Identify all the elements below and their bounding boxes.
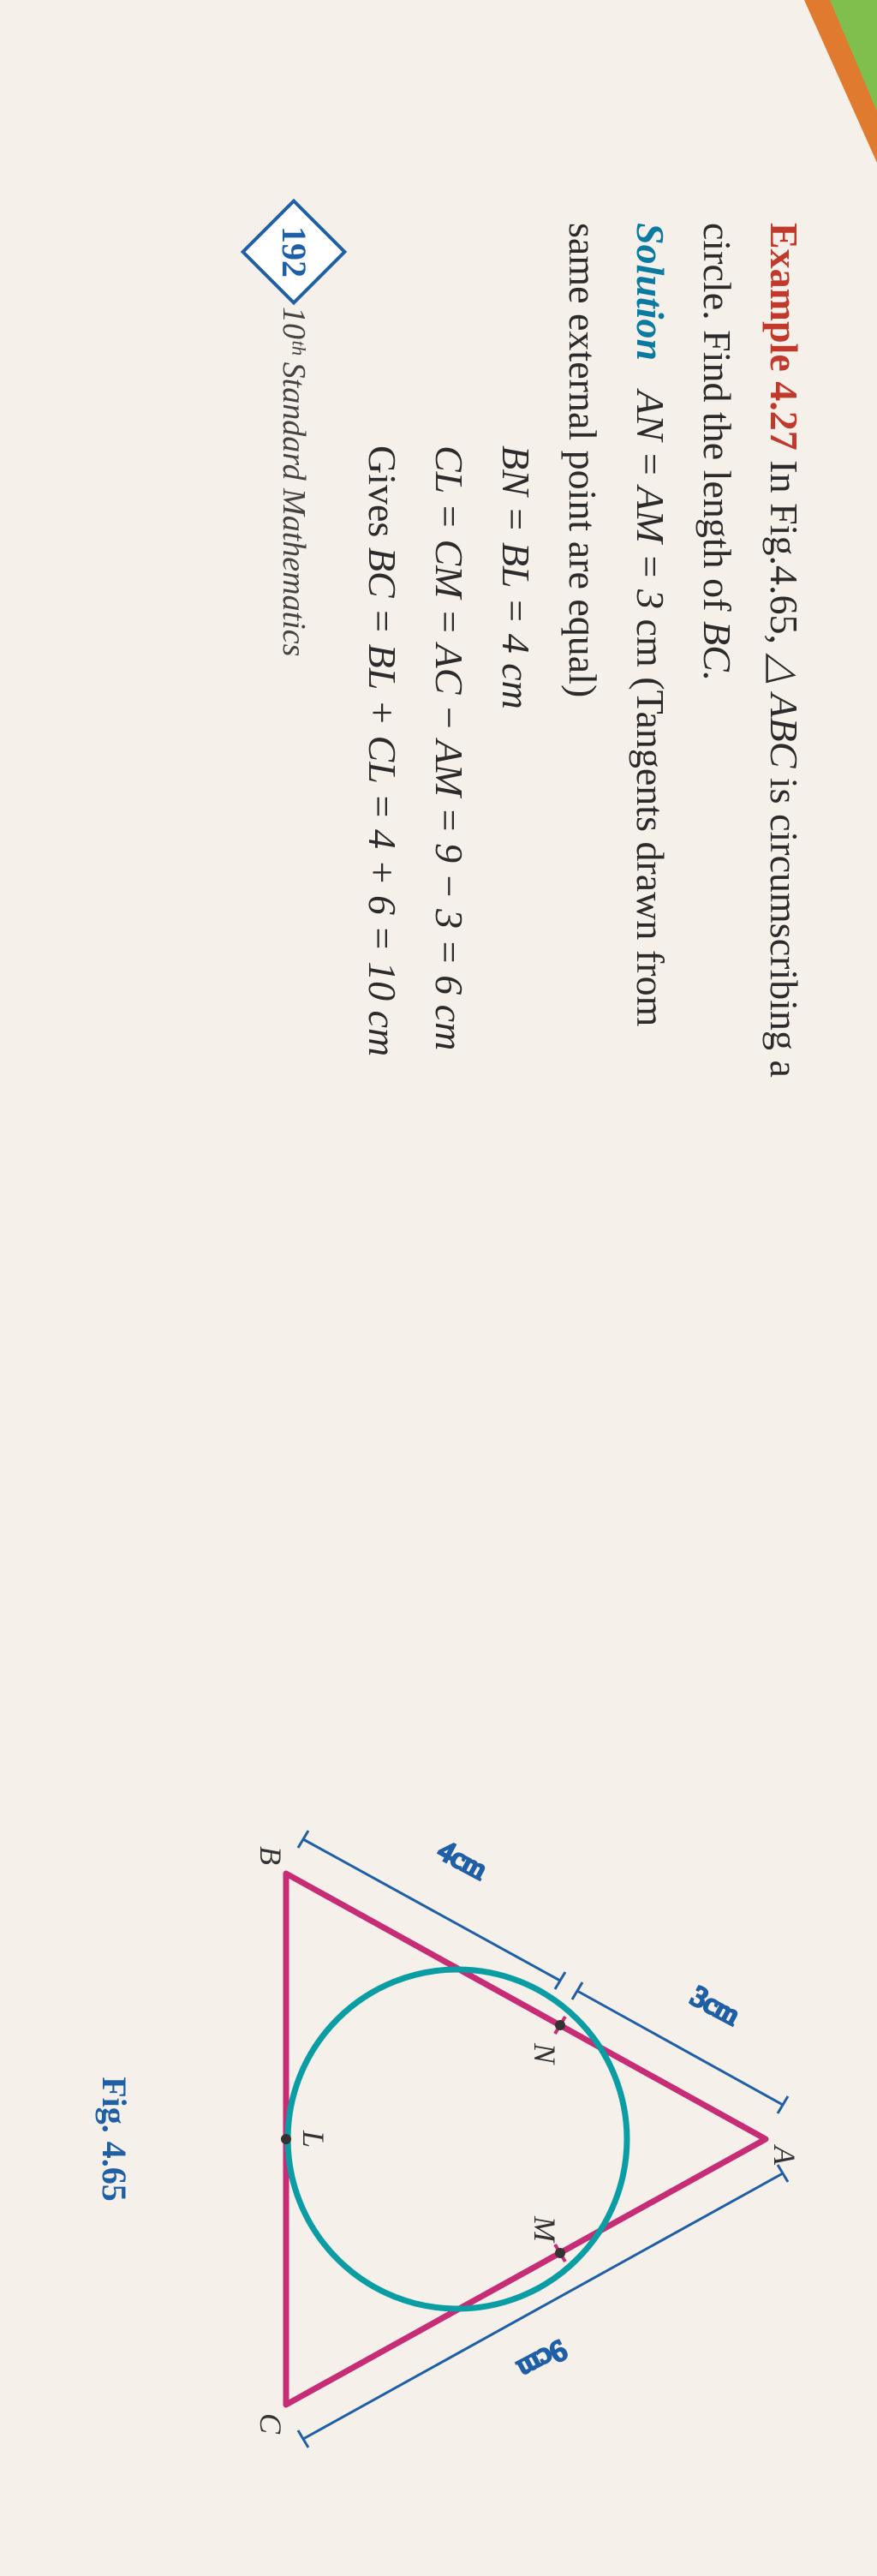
example-heading: Example 4.27 In Fig.4.65, △ ABC is circu… xyxy=(750,223,817,1805)
dim-nb-text: 4cm xyxy=(433,1834,492,1886)
label-b: B xyxy=(254,1846,288,1865)
label-m: M xyxy=(528,2215,562,2244)
label-n: N xyxy=(528,2042,562,2065)
dim-an-text: 3cm xyxy=(685,1980,744,2031)
corner-decoration xyxy=(774,0,877,223)
solution-line3: BN = BL = 4 cm xyxy=(482,445,549,1805)
solution-line5: Gives BC = BL + CL = 4 + 6 = 10 cm xyxy=(349,445,415,1805)
triangle-abc xyxy=(286,1874,766,2405)
page-number-badge: 192 xyxy=(240,199,346,305)
point-l-dot xyxy=(281,2134,291,2144)
example-text-2: is circumscribing a xyxy=(762,768,806,1078)
dim-nb: 4cm xyxy=(298,1831,565,1989)
point-n-dot xyxy=(555,2020,565,2030)
solution-line1: Solution AN = AM = 3 cm (Tangents drawn … xyxy=(616,223,683,1805)
dim-ac: 9cm xyxy=(298,2165,788,2447)
solution-label: Solution xyxy=(629,223,672,361)
point-m-dot xyxy=(555,2248,565,2258)
label-c: C xyxy=(254,2413,288,2435)
label-l: L xyxy=(296,2130,331,2148)
footer: 192 10ᵗʰ Standard Mathematics xyxy=(256,223,331,1805)
example-line2: circle. Find the length of BC. xyxy=(683,223,750,1805)
dim-ac-text: 9cm xyxy=(513,2334,572,2385)
example-text-1: In Fig.4.65, xyxy=(762,460,806,654)
solution-line4: CL = CM = AC − AM = 9 − 3 = 6 cm xyxy=(415,445,482,1805)
figure-caption: Fig. 4.65 xyxy=(94,2077,134,2202)
page-number: 192 xyxy=(265,226,323,278)
incircle xyxy=(288,1969,627,2309)
solution-line2: same external point are equal) xyxy=(549,223,616,1805)
figure-column: 9cm 3cm 4cm xyxy=(34,1805,817,2473)
example-label: Example 4.27 xyxy=(762,223,806,451)
text-column: Example 4.27 In Fig.4.65, △ ABC is circu… xyxy=(34,223,817,1805)
book-title: 10ᵗʰ Standard Mathematics xyxy=(265,307,321,656)
figure-svg: 9cm 3cm 4cm xyxy=(166,1805,817,2473)
triangle-symbol: △ ABC xyxy=(762,654,806,768)
label-a: A xyxy=(767,2144,802,2166)
